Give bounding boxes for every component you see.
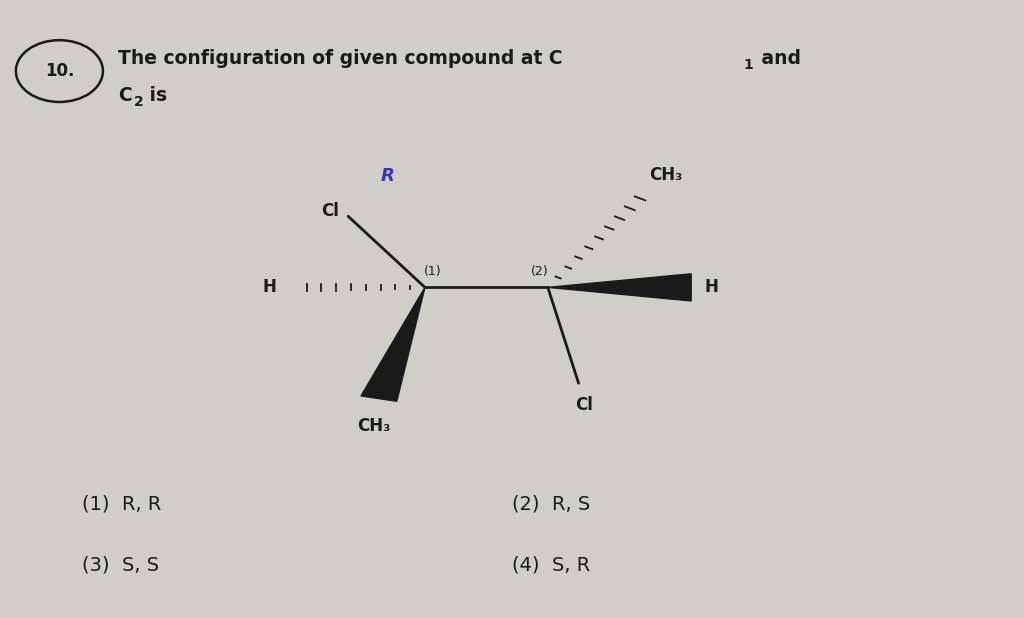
Text: 2: 2	[134, 95, 144, 109]
Text: (3)  S, S: (3) S, S	[82, 556, 159, 575]
Text: R: R	[380, 167, 394, 185]
Text: CH₃: CH₃	[357, 417, 390, 436]
Text: (2)  R, S: (2) R, S	[512, 494, 590, 513]
Polygon shape	[548, 274, 691, 301]
Text: 1: 1	[743, 58, 754, 72]
Text: CH₃: CH₃	[649, 166, 682, 184]
Text: 10.: 10.	[45, 62, 74, 80]
Text: H: H	[705, 278, 719, 297]
Text: The configuration of given compound at C: The configuration of given compound at C	[118, 49, 562, 68]
Text: (1)  R, R: (1) R, R	[82, 494, 162, 513]
Text: C: C	[118, 87, 131, 105]
Text: (2): (2)	[530, 265, 549, 279]
Text: and: and	[755, 49, 801, 68]
Text: H: H	[262, 278, 276, 297]
Polygon shape	[361, 287, 425, 401]
Text: Cl: Cl	[321, 202, 339, 221]
Text: (1): (1)	[424, 265, 442, 279]
Text: Cl: Cl	[574, 396, 593, 414]
Text: is: is	[143, 87, 168, 105]
Text: (4)  S, R: (4) S, R	[512, 556, 590, 575]
